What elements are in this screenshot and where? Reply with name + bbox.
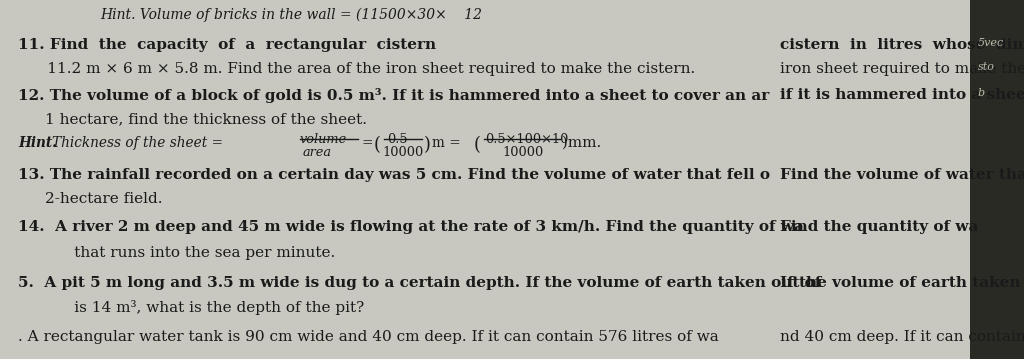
- Text: (: (: [474, 136, 481, 154]
- Text: is 14 m³, what is the depth of the pit?: is 14 m³, what is the depth of the pit?: [45, 300, 365, 315]
- Text: Find the quantity of wa: Find the quantity of wa: [780, 220, 978, 234]
- Text: area: area: [303, 146, 332, 159]
- Text: 14.  A river 2 m deep and 45 m wide is flowing at the rate of 3 km/h. Find the q: 14. A river 2 m deep and 45 m wide is fl…: [18, 220, 804, 234]
- Text: If the volume of earth taken out of: If the volume of earth taken out of: [780, 276, 1024, 290]
- Text: (: (: [374, 136, 381, 154]
- Text: 11. Find  the  capacity  of  a  rectangular  cistern: 11. Find the capacity of a rectangular c…: [18, 38, 436, 52]
- Text: 11.2 m × 6 m × 5.8 m. Find the area of the iron sheet required to make the ciste: 11.2 m × 6 m × 5.8 m. Find the area of t…: [18, 62, 695, 76]
- Text: 10000: 10000: [382, 146, 423, 159]
- Text: nd 40 cm deep. If it can contain 576 litres of wa: nd 40 cm deep. If it can contain 576 lit…: [780, 330, 1024, 344]
- Text: 2-hectare field.: 2-hectare field.: [45, 192, 163, 206]
- Text: that runs into the sea per minute.: that runs into the sea per minute.: [45, 246, 335, 260]
- Text: 5vec: 5vec: [978, 38, 1005, 48]
- Text: sto: sto: [978, 62, 995, 72]
- Text: b: b: [978, 88, 985, 98]
- Text: 0.5: 0.5: [387, 133, 408, 146]
- Text: m = ⁡: m = ⁡: [432, 136, 465, 150]
- Text: Hint. Volume of bricks in the wall = (11500×30×    12: Hint. Volume of bricks in the wall = (11…: [100, 8, 482, 22]
- Text: 5.  A pit 5 m long and 3.5 m wide is dug to a certain depth. If the volume of ea: 5. A pit 5 m long and 3.5 m wide is dug …: [18, 276, 821, 290]
- Text: ): ): [424, 136, 431, 154]
- Text: 1 hectare, find the thickness of the sheet.: 1 hectare, find the thickness of the she…: [45, 112, 367, 126]
- Text: Hint.: Hint.: [18, 136, 57, 150]
- Text: Find the volume of water that fell on: Find the volume of water that fell on: [780, 168, 1024, 182]
- Bar: [970, 0, 1024, 359]
- Text: = ⁡: = ⁡: [362, 136, 378, 150]
- Text: if it is hammered into a sheet to cover an ar: if it is hammered into a sheet to cover …: [780, 88, 1024, 102]
- Text: Thickness of the sheet =: Thickness of the sheet =: [52, 136, 223, 150]
- Text: 12. The volume of a block of gold is 0.5 m³. If it is hammered into a sheet to c: 12. The volume of a block of gold is 0.5…: [18, 88, 769, 103]
- Text: 0.5×100×10: 0.5×100×10: [485, 133, 568, 146]
- Text: )⁡mm.: )⁡mm.: [562, 136, 601, 150]
- Text: 10000: 10000: [502, 146, 544, 159]
- Text: iron sheet required to make the cistern.: iron sheet required to make the cistern.: [780, 62, 1024, 76]
- Text: . A rectangular water tank is 90 cm wide and 40 cm deep. If it can contain 576 l: . A rectangular water tank is 90 cm wide…: [18, 330, 719, 344]
- Text: cistern  in  litres  whose  dimensions: cistern in litres whose dimensions: [780, 38, 1024, 52]
- Text: volume: volume: [300, 133, 347, 146]
- Text: 13. The rainfall recorded on a certain day was 5 cm. Find the volume of water th: 13. The rainfall recorded on a certain d…: [18, 168, 770, 182]
